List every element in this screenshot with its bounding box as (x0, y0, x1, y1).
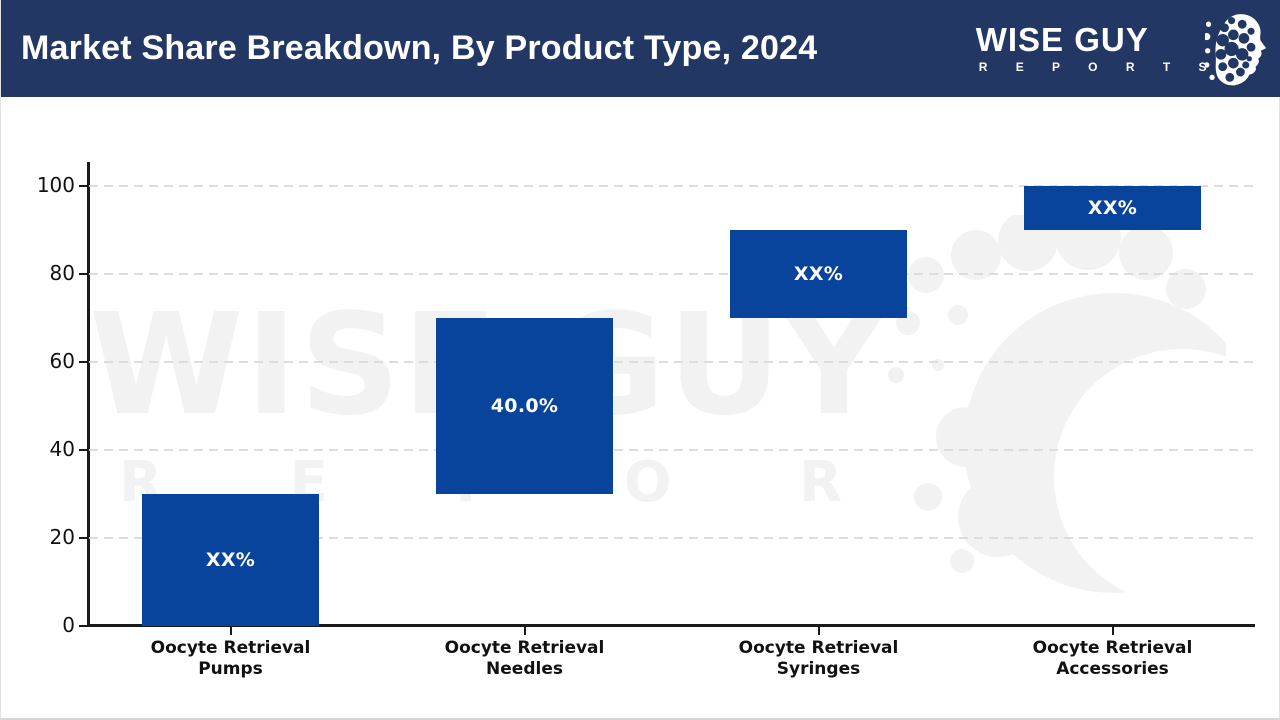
category-label: Oocyte Retrieval Syringes (738, 638, 899, 679)
bar-segment: XX% (730, 230, 907, 318)
y-tick-100 (79, 185, 88, 187)
bar-segment: XX% (1024, 186, 1201, 230)
bar-segment: 40.0% (436, 318, 613, 494)
bar-value-label: XX% (1087, 197, 1138, 219)
logo-face-icon (1205, 13, 1267, 85)
y-tick-label-80: 80 (49, 261, 75, 285)
chart-title: Market Share Breakdown, By Product Type,… (21, 29, 818, 67)
gridline-20 (89, 537, 1255, 539)
bar-value-label: 40.0% (490, 395, 559, 417)
wise-guy-logo: WISE GUY R E P O R T S (976, 0, 1267, 97)
bar-value-label: XX% (793, 263, 844, 285)
logo-text: WISE GUY R E P O R T S (976, 23, 1219, 74)
header-band: Market Share Breakdown, By Product Type,… (1, 0, 1280, 97)
x-tick (523, 627, 526, 635)
x-tick (1111, 627, 1114, 635)
logo-subtitle: R E P O R T S (978, 60, 1219, 74)
bar-value-label: XX% (205, 549, 256, 571)
y-tick-0 (79, 625, 88, 627)
y-tick-label-40: 40 (49, 437, 75, 461)
x-tick (817, 627, 820, 635)
bar-segment: XX% (142, 494, 319, 626)
y-tick-80 (79, 273, 88, 275)
y-tick-label-0: 0 (62, 613, 75, 637)
category-label: Oocyte Retrieval Needles (444, 638, 605, 679)
x-tick (229, 627, 232, 635)
gridline-40 (89, 449, 1255, 451)
logo-name: WISE GUY (975, 21, 1149, 58)
x-axis-line (87, 624, 1255, 627)
gridline-60 (89, 361, 1255, 363)
gridline-100 (89, 185, 1255, 187)
gridline-80 (89, 273, 1255, 275)
y-tick-20 (79, 537, 88, 539)
y-tick-40 (79, 449, 88, 451)
y-tick-label-100: 100 (36, 173, 75, 197)
category-label: Oocyte Retrieval Accessories (1032, 638, 1193, 679)
y-tick-60 (79, 361, 88, 363)
y-tick-label-60: 60 (49, 349, 75, 373)
y-axis-line (87, 162, 90, 627)
category-label: Oocyte Retrieval Pumps (150, 638, 311, 679)
y-tick-label-20: 20 (49, 525, 75, 549)
